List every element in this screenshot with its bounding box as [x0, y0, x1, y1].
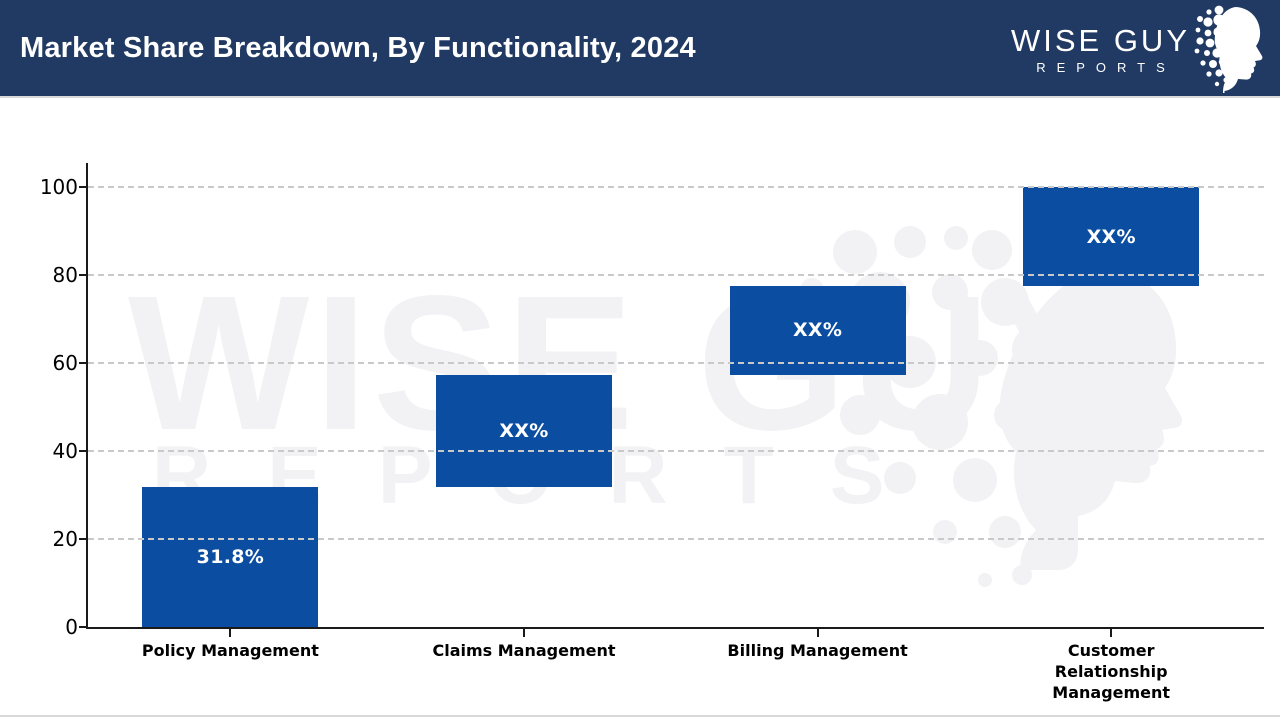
- y-tick-mark: [79, 538, 88, 540]
- x-tick-mark: [229, 629, 232, 637]
- y-axis-line: [86, 163, 88, 629]
- footer-divider: [0, 715, 1280, 717]
- x-category-label: Customer Relationship Management: [1052, 641, 1171, 702]
- waterfall-bar: 31.8%: [142, 487, 319, 627]
- x-category-label: Claims Management: [432, 641, 616, 660]
- bar-value-label: XX%: [792, 319, 843, 342]
- brand-logo-text: WISE GUY REPORTS: [1010, 22, 1190, 75]
- chart-plot-area: 31.8% XX% XX% XX% 0 20 40 60 80 100 Policy Managem…: [0, 98, 1280, 720]
- y-tick-mark: [79, 186, 88, 188]
- gridline: [88, 274, 1264, 276]
- y-tick-label: 80: [52, 263, 78, 287]
- y-tick-mark: [79, 274, 88, 276]
- brand-name: WISE GUY: [1010, 22, 1190, 58]
- waterfall-bar: XX%: [436, 374, 612, 488]
- y-tick-mark: [79, 450, 88, 452]
- y-tick-label: 60: [52, 351, 78, 375]
- brand-subname: REPORTS: [1036, 59, 1176, 75]
- x-tick-mark: [816, 629, 819, 637]
- y-tick-label: 0: [65, 615, 78, 639]
- bar-value-label: XX%: [1086, 225, 1136, 248]
- y-tick-label: 100: [39, 175, 78, 199]
- gridline: [88, 450, 1264, 452]
- brand-logo: WISE GUY REPORTS: [1010, 5, 1266, 93]
- y-tick-label: 40: [52, 439, 78, 463]
- y-tick-label: 20: [52, 527, 78, 551]
- head-profile-icon: [1194, 5, 1263, 93]
- x-tick-mark: [1110, 629, 1113, 637]
- gridline: [88, 538, 1264, 540]
- x-category-label: Policy Management: [141, 641, 319, 660]
- x-tick-mark: [523, 629, 525, 637]
- bar-value-label: 31.8%: [196, 546, 265, 569]
- x-category-label: Billing Management: [727, 641, 908, 660]
- y-tick-mark: [79, 362, 88, 364]
- x-axis-line: [86, 627, 1264, 629]
- bar-value-label: XX%: [499, 419, 549, 442]
- y-tick-mark: [79, 626, 88, 628]
- header-bar: Market Share Breakdown, By Functionality…: [0, 0, 1280, 98]
- gridline: [88, 362, 1264, 364]
- page-title: Market Share Breakdown, By Functionality…: [20, 31, 696, 64]
- waterfall-bar: XX%: [1023, 187, 1200, 286]
- gridline: [88, 186, 1264, 188]
